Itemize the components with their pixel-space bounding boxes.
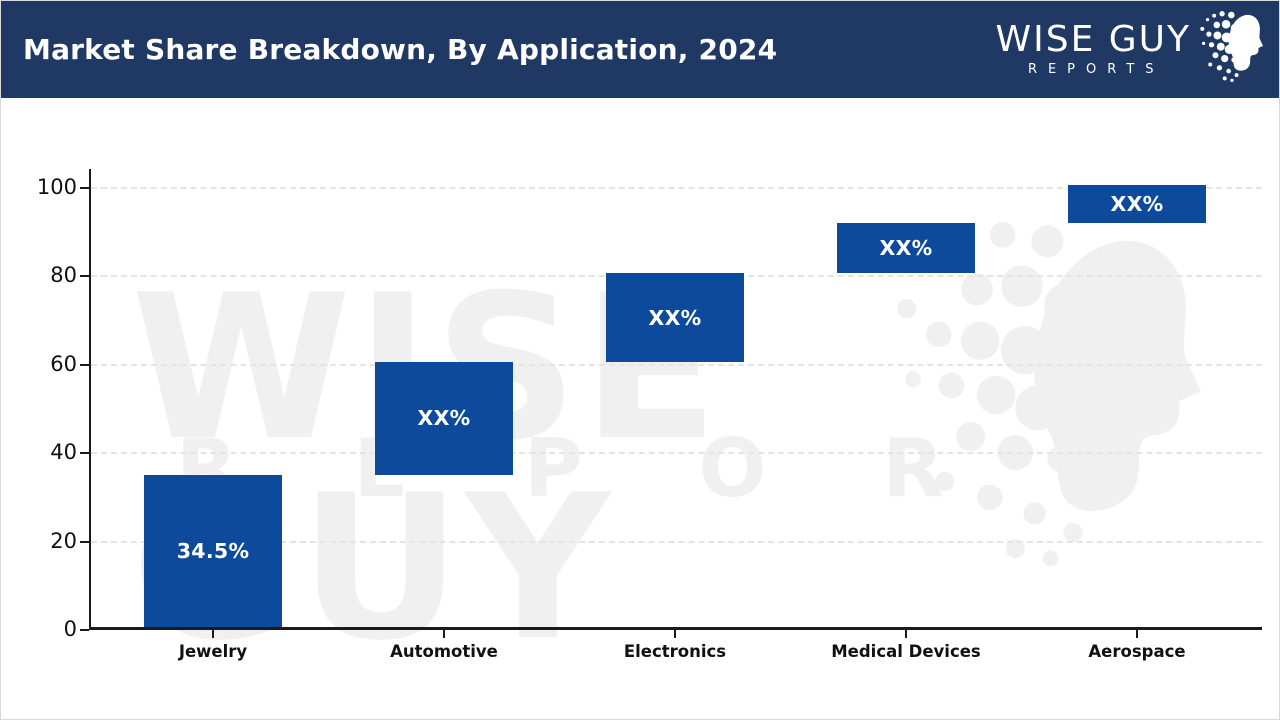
y-tick-mark [80,275,89,278]
gridline [91,540,1262,543]
bar-value-label: XX% [1110,191,1164,216]
logo-subtitle: REPORTS [1027,62,1165,77]
x-tick-label: Electronics [623,642,727,661]
bar-electronics: XX% [606,273,744,362]
x-tick-mark [443,630,445,638]
x-tick-label: Automotive [390,642,498,661]
gridline [91,187,1262,189]
x-tick-label: Aerospace [1088,642,1186,661]
bar-value-label: XX% [879,235,933,260]
wiseguy-logo: WISE GUY REPORTS [995,10,1263,90]
bar-medical-devices: XX% [837,222,975,274]
x-tick-label: Jewelry [178,642,248,661]
bar-automotive: XX% [375,361,513,475]
bar-value-label: 34.5% [176,538,250,563]
y-tick-label: 60 [50,351,77,376]
logo-head-icon [1200,10,1263,82]
y-tick-label: 80 [50,263,77,288]
bar-value-label: XX% [648,305,702,330]
logo-text: WISE GUY REPORTS [995,19,1192,78]
header-bar: Market Share Breakdown, By Application, … [1,1,1279,98]
plot-area: 0 20 40 60 80 100 34.5% Jewelry XX% Automotive XX%… [37,169,1262,661]
y-tick-mark [80,452,89,455]
gridline [91,363,1262,366]
x-tick-mark [905,630,907,638]
y-tick-label: 0 [63,617,77,641]
bar-aerospace: XX% [1068,185,1206,223]
y-tick-mark [80,629,89,631]
gridline [91,452,1262,455]
x-tick-label: Medical Devices [831,642,981,661]
y-tick-label: 40 [50,440,77,465]
y-tick-label: 20 [50,528,77,553]
y-tick-mark [80,363,89,366]
y-tick-label: 100 [36,175,77,199]
logo-wordmark: WISE GUY [995,19,1191,60]
x-tick-mark [212,630,214,638]
y-tick-mark [80,187,89,189]
x-tick-mark [1136,630,1138,638]
bar-value-label: XX% [417,406,471,431]
x-tick-mark [674,630,676,638]
y-tick-mark [80,540,89,543]
bar-jewelry: 34.5% [144,474,282,627]
page-title: Market Share Breakdown, By Application, … [23,33,778,66]
